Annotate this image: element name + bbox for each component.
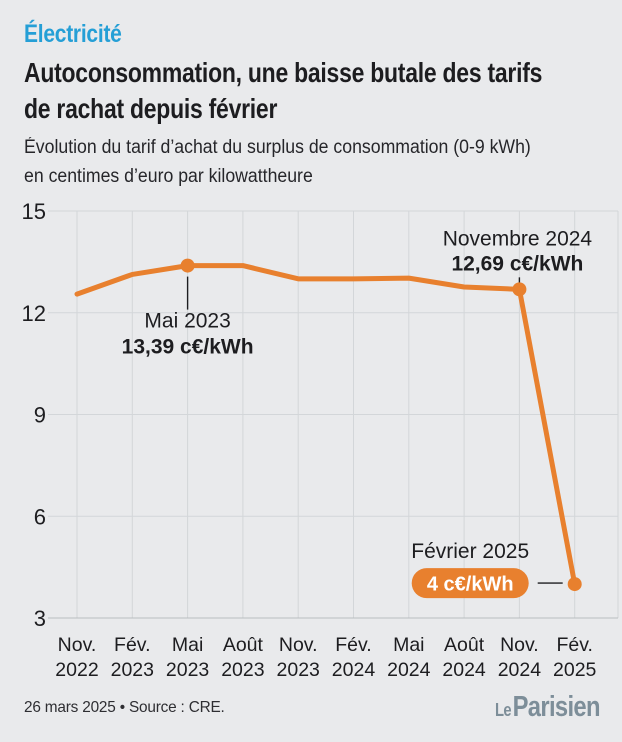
annotation-label: Novembre 2024 (443, 227, 593, 250)
x-tick-label: Fév. (114, 634, 150, 656)
x-tick-label: 2024 (498, 659, 542, 681)
x-tick-label: 2024 (387, 659, 431, 681)
x-tick-label: Nov. (500, 634, 539, 656)
logo-le: Le (495, 700, 512, 720)
x-tick-label: Fév. (556, 634, 592, 656)
y-tick-label: 9 (34, 403, 46, 428)
x-tick-label: 2022 (55, 659, 98, 681)
value-pill-label: 4 c€/kWh (427, 574, 514, 596)
annotation-value: 13,39 c€/kWh (122, 336, 254, 359)
y-tick-label: 6 (34, 504, 46, 529)
chart-subtitle: Évolution du tarif d’achat du surplus de… (24, 133, 531, 191)
tariff-line-chart: 3 6 9 12 15 Nov. 2022 Fév. 2023 Mai 2023 Août 2023 No… (22, 199, 619, 681)
x-tick-label: 2024 (332, 659, 376, 681)
x-tick-label: Août (444, 634, 485, 656)
x-tick-label: 2023 (277, 659, 320, 681)
x-tick-label: 2024 (442, 659, 486, 681)
x-tick-label: 2023 (221, 659, 264, 681)
x-tick-label: Nov. (279, 634, 318, 656)
x-tick-label: Mai (393, 634, 424, 656)
x-tick-label: Août (223, 634, 264, 656)
subtitle-line-2: en centimes d’euro par kilowattheure (24, 166, 313, 187)
kicker: Électricité (24, 20, 122, 48)
y-tick-label: 15 (22, 199, 46, 224)
tariff-line (74, 263, 578, 587)
source-note: 26 mars 2025 • Source : CRE. (24, 699, 225, 716)
title-line-1: Autoconsommation, une baisse butale des … (24, 57, 543, 88)
y-tick-label: 12 (22, 301, 46, 326)
annotation-label: Février 2025 (411, 540, 529, 563)
logo-parisien: Parisien (512, 691, 601, 723)
x-tick-label: Fév. (335, 634, 371, 656)
annotation-label: Mai 2023 (144, 310, 230, 333)
value-pill (411, 568, 529, 599)
x-tick-label: Nov. (58, 634, 97, 656)
page-title: Autoconsommation, une baisse butale des … (24, 55, 542, 127)
x-tick-label: 2023 (111, 659, 154, 681)
x-tick-label: Mai (172, 634, 203, 656)
x-tick-label: 2025 (553, 659, 597, 681)
title-line-2: de rachat depuis février (24, 93, 278, 124)
data-point-dot (180, 258, 195, 273)
data-point-dot (567, 577, 582, 592)
data-point-dot (512, 282, 527, 297)
le-parisien-logo: LeParisien (495, 691, 601, 724)
x-tick-label: 2023 (166, 659, 209, 681)
annotation-value: 12,69 c€/kWh (451, 252, 583, 275)
subtitle-line-1: Évolution du tarif d’achat du surplus de… (24, 137, 531, 158)
y-tick-label: 3 (34, 606, 46, 631)
